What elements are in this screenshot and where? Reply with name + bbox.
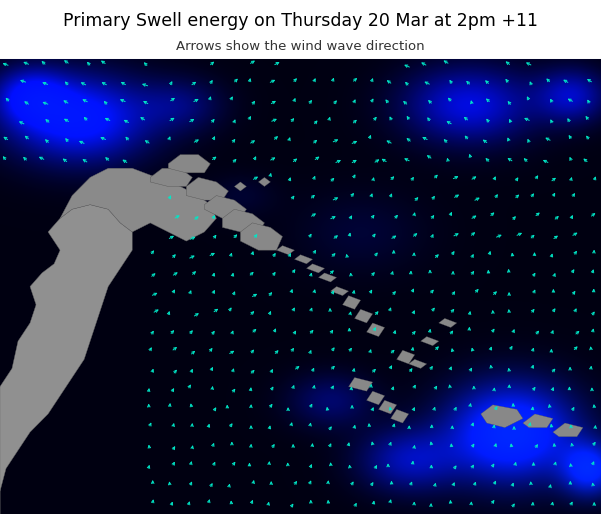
Polygon shape (276, 246, 294, 255)
Polygon shape (355, 309, 373, 323)
Polygon shape (349, 377, 373, 391)
Polygon shape (379, 400, 397, 414)
Polygon shape (186, 177, 228, 200)
Polygon shape (294, 255, 313, 264)
Polygon shape (367, 323, 385, 337)
Polygon shape (523, 414, 553, 428)
Polygon shape (439, 318, 457, 327)
Polygon shape (150, 168, 192, 187)
Polygon shape (222, 209, 264, 232)
Polygon shape (409, 359, 427, 369)
Polygon shape (397, 350, 415, 364)
Polygon shape (421, 337, 439, 346)
Polygon shape (240, 223, 282, 250)
Text: Arrows show the wind wave direction: Arrows show the wind wave direction (176, 40, 425, 52)
Polygon shape (553, 423, 583, 437)
Polygon shape (367, 391, 385, 405)
Text: Primary Swell energy on Thursday 20 Mar at 2pm +11: Primary Swell energy on Thursday 20 Mar … (63, 12, 538, 30)
Polygon shape (168, 155, 210, 173)
Polygon shape (234, 182, 246, 191)
Polygon shape (343, 296, 361, 309)
Polygon shape (307, 264, 325, 273)
Polygon shape (0, 205, 132, 514)
Polygon shape (204, 196, 246, 218)
Polygon shape (258, 177, 270, 187)
Polygon shape (60, 168, 216, 241)
Polygon shape (331, 287, 349, 296)
Polygon shape (481, 405, 523, 428)
Polygon shape (391, 409, 409, 423)
Polygon shape (319, 273, 337, 282)
